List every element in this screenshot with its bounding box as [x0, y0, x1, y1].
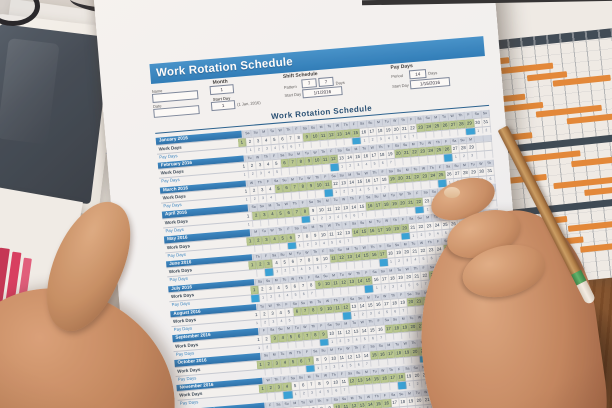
- period-unit-label: Days: [427, 70, 438, 76]
- month-start-day-field: 1: [210, 100, 236, 112]
- day-cell: 31: [485, 166, 495, 176]
- day-cell: 31: [481, 117, 491, 126]
- pay-start-day-label: Start Day: [391, 82, 409, 89]
- period-field: 14: [408, 68, 427, 80]
- pattern-off-field: 7: [318, 76, 334, 87]
- empty-cell: [484, 150, 494, 159]
- pattern-days-label: Days: [335, 79, 345, 86]
- day-cell: [483, 142, 493, 151]
- shift-start-day-field: 1/1/2016: [302, 86, 343, 99]
- tablet-screen: [0, 23, 111, 205]
- period-label: Period: [391, 72, 404, 79]
- tablet-screen-glare: [0, 38, 60, 145]
- off-count-cell: 2: [482, 126, 492, 134]
- eyeglasses-lens: [0, 0, 40, 26]
- pay-start-day-field: 1/15/2016: [409, 77, 451, 90]
- shift-start-day-label: Start Day: [284, 91, 302, 98]
- month-start-day-note: (1 Jan, 2016): [236, 99, 261, 107]
- pattern-on-field: 7: [301, 78, 317, 89]
- fingernail: [444, 187, 460, 198]
